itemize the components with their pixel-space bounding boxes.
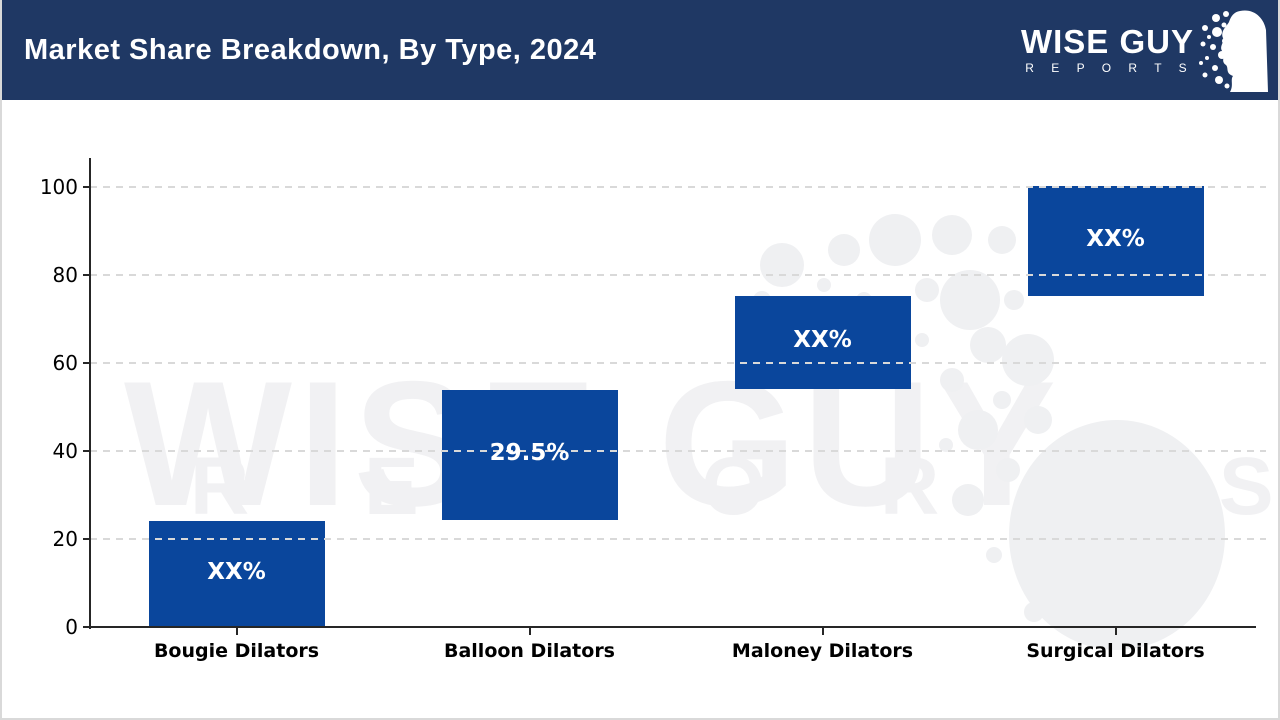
gridline-80 — [90, 274, 1266, 276]
y-tick-label-40: 40 — [52, 439, 78, 463]
category-label-2: Maloney Dilators — [731, 640, 914, 662]
logo-text: WISE GUY R E P O R T S — [1020, 23, 1194, 76]
watermark-subtitle: R E P O R T S — [190, 441, 1280, 532]
bar-value-label: XX% — [1086, 225, 1145, 252]
y-tick-100 — [83, 186, 90, 188]
bar-value-label: XX% — [207, 558, 266, 585]
watermark-wordmark: WISE GUY — [124, 344, 1063, 543]
bar-maloney-dilators — [734, 296, 911, 389]
page-title: Market Share Breakdown, By Type, 2024 — [24, 33, 597, 66]
header: Market Share Breakdown, By Type, 2024 WI… — [2, 0, 1278, 100]
wise-guy-reports-logo: WISE GUY R E P O R T S — [1010, 8, 1270, 92]
y-tick-label-0: 0 — [65, 615, 78, 639]
x-axis-line — [88, 626, 1256, 628]
bar-surgical-dilators — [1027, 186, 1204, 296]
category-label-3: Surgical Dilators — [1026, 640, 1205, 662]
x-tick-0 — [235, 628, 238, 635]
gridline-20 — [90, 538, 1266, 540]
bar-balloon-dilators — [441, 390, 618, 521]
y-tick-label-80: 80 — [52, 263, 78, 287]
logo-wordmark: WISE GUY — [1020, 23, 1194, 60]
bar-value-label: XX% — [793, 327, 852, 354]
watermark-face-pattern — [753, 214, 1225, 650]
watermark: WISE GUY R E P O R T S — [2, 100, 1280, 718]
y-tick-60 — [83, 362, 90, 364]
x-tick-3 — [1114, 628, 1117, 635]
y-tick-20 — [83, 538, 90, 540]
y-tick-40 — [83, 450, 90, 452]
y-tick-80 — [83, 274, 90, 276]
y-tick-label-20: 20 — [52, 527, 78, 551]
y-tick-0 — [83, 626, 90, 628]
bar-value-label: 29.5% — [489, 440, 570, 467]
y-tick-label-60: 60 — [52, 351, 78, 375]
bar-bougie-dilators — [148, 520, 325, 627]
y-axis-line — [89, 158, 91, 629]
logo-subtitle: R E P O R T S — [1025, 61, 1194, 75]
x-tick-2 — [821, 628, 824, 635]
gridline-40 — [90, 450, 1266, 452]
category-label-0: Bougie Dilators — [153, 640, 320, 662]
category-label-1: Balloon Dilators — [443, 640, 615, 662]
gridline-100 — [90, 186, 1266, 188]
logo-face-icon — [1199, 10, 1268, 92]
x-tick-1 — [528, 628, 531, 635]
gridline-60 — [90, 362, 1266, 364]
y-tick-label-100: 100 — [39, 175, 78, 199]
